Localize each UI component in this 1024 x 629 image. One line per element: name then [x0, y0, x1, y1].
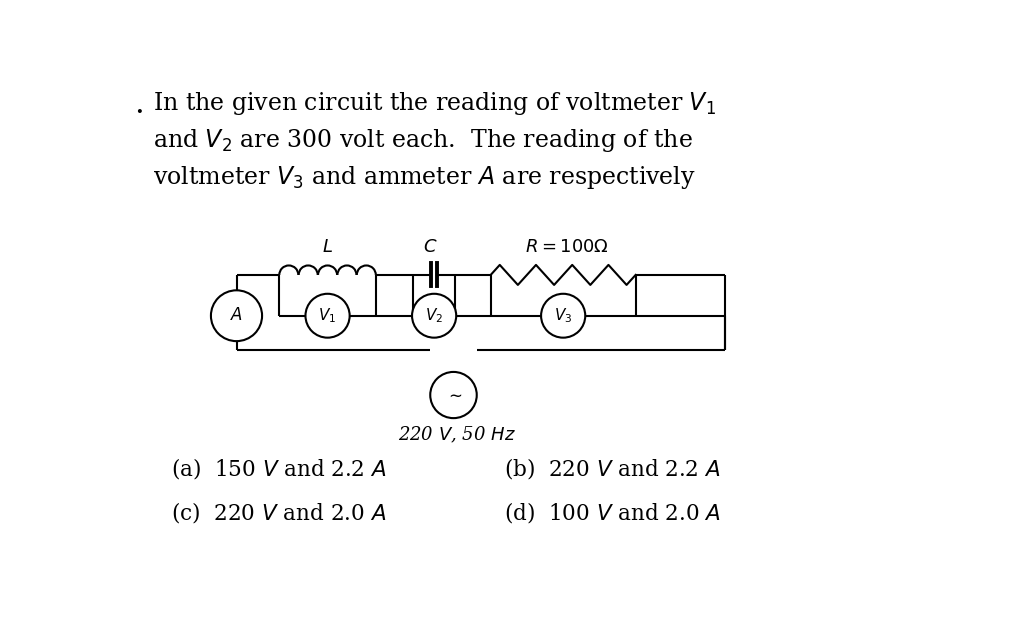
Text: (b)  220 $V$ and 2.2 $A$: (b) 220 $V$ and 2.2 $A$ — [504, 457, 721, 481]
Text: In the given circuit the reading of voltmeter $V_1$: In the given circuit the reading of volt… — [153, 90, 716, 117]
Circle shape — [412, 294, 457, 338]
Text: (a)  150 $V$ and 2.2 $A$: (a) 150 $V$ and 2.2 $A$ — [171, 457, 386, 481]
Text: $C$: $C$ — [423, 238, 437, 255]
Circle shape — [305, 294, 349, 338]
Text: .: . — [134, 89, 144, 120]
Circle shape — [541, 294, 586, 338]
Text: $R=100\Omega$: $R=100\Omega$ — [525, 238, 609, 255]
Text: and $V_2$ are 300 volt each.  The reading of the: and $V_2$ are 300 volt each. The reading… — [153, 127, 692, 154]
Circle shape — [430, 372, 477, 418]
Text: $L$: $L$ — [323, 238, 333, 255]
Circle shape — [211, 291, 262, 341]
Text: $V_3$: $V_3$ — [554, 306, 572, 325]
Text: $V_1$: $V_1$ — [318, 306, 337, 325]
Text: $V_2$: $V_2$ — [425, 306, 443, 325]
Text: $A$: $A$ — [230, 307, 243, 324]
Text: $\sim$: $\sim$ — [444, 386, 462, 404]
Text: voltmeter $V_3$ and ammeter $A$ are respectively: voltmeter $V_3$ and ammeter $A$ are resp… — [153, 164, 695, 191]
Text: 220 $V$, 50 $Hz$: 220 $V$, 50 $Hz$ — [398, 425, 516, 445]
Text: (c)  220 $V$ and 2.0 $A$: (c) 220 $V$ and 2.0 $A$ — [171, 499, 386, 525]
Text: (d)  100 $V$ and 2.0 $A$: (d) 100 $V$ and 2.0 $A$ — [504, 499, 721, 525]
